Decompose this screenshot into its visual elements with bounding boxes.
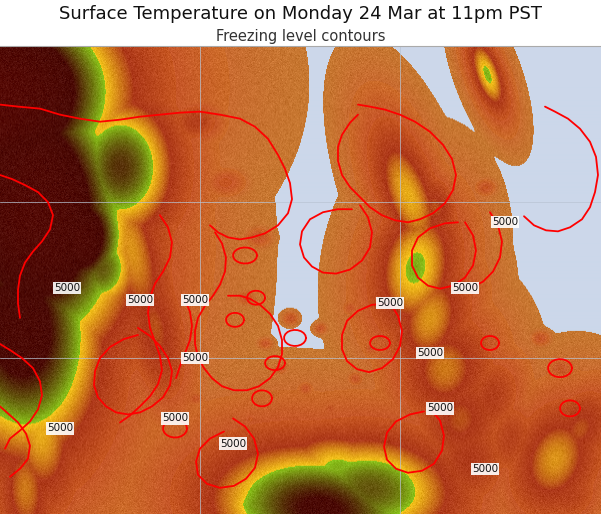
Text: 5000: 5000 [427,403,453,413]
Text: 5000: 5000 [452,283,478,292]
Text: 5000: 5000 [54,283,80,292]
Text: Freezing level contours: Freezing level contours [216,29,385,44]
Text: 5000: 5000 [220,438,246,449]
Text: 5000: 5000 [127,295,153,305]
Text: Surface Temperature on Monday 24 Mar at 11pm PST: Surface Temperature on Monday 24 Mar at … [59,5,542,23]
Text: 5000: 5000 [47,424,73,433]
Text: 5000: 5000 [162,413,188,424]
Text: 5000: 5000 [182,353,208,363]
Text: 5000: 5000 [377,298,403,308]
Text: 5000: 5000 [182,295,208,305]
Text: 5000: 5000 [492,217,518,227]
Text: 5000: 5000 [417,348,443,358]
Text: 5000: 5000 [472,464,498,474]
